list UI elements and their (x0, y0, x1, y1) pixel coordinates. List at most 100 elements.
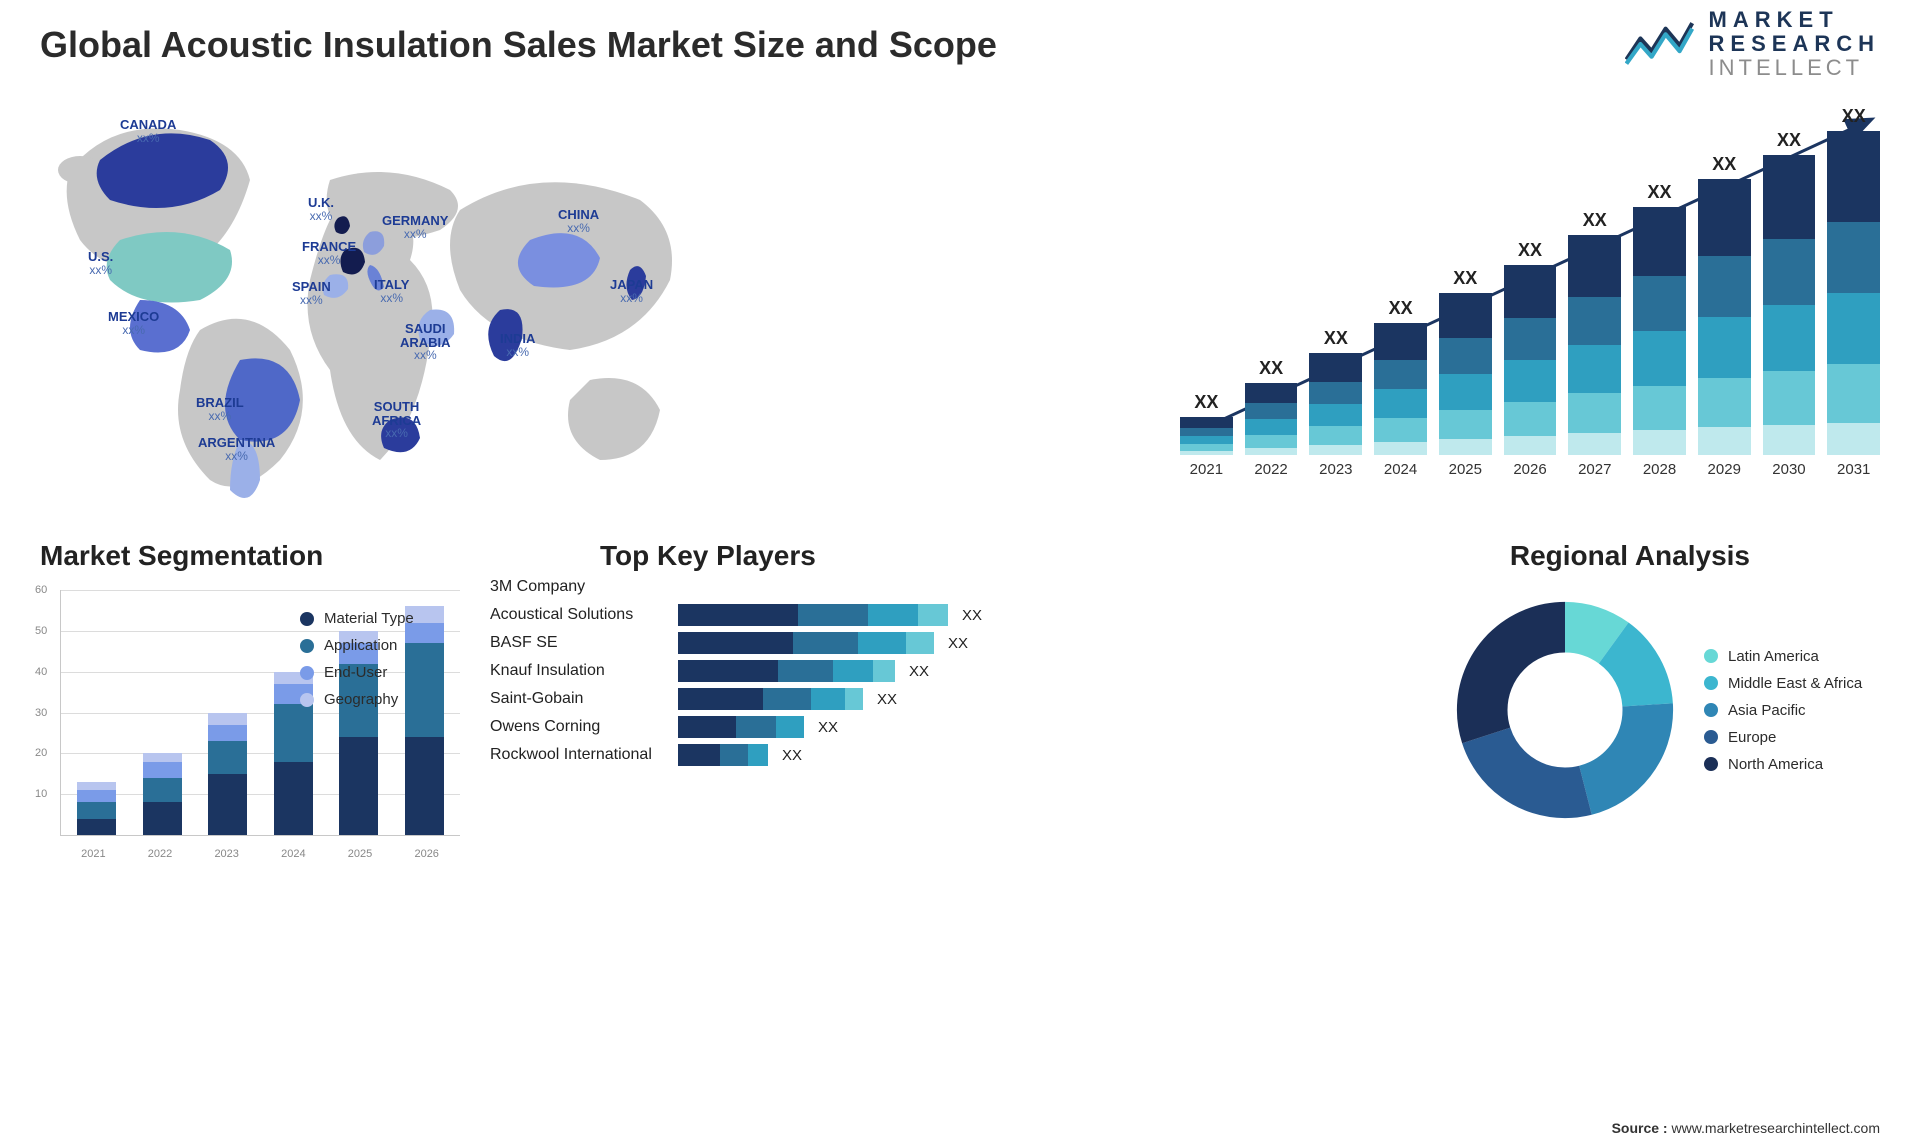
seg-xtick: 2021 (60, 848, 127, 860)
seg-bar-2021 (69, 782, 125, 835)
growth-year-label: 2022 (1254, 461, 1287, 478)
growth-year-label: 2024 (1384, 461, 1417, 478)
map-label-france: FRANCExx% (302, 240, 356, 266)
growth-toplabel: XX (1518, 240, 1542, 261)
kp-value: XX (909, 663, 929, 680)
regional-legend-item: Asia Pacific (1704, 702, 1862, 719)
segmentation-title: Market Segmentation (40, 540, 323, 572)
growth-toplabel: XX (1842, 106, 1866, 127)
map-label-spain: SPAINxx% (292, 280, 331, 306)
regional-legend-item: Middle East & Africa (1704, 675, 1862, 692)
growth-year-label: 2028 (1643, 461, 1676, 478)
kp-value: XX (877, 691, 897, 708)
seg-legend-item: Material Type (300, 610, 414, 627)
seg-bar-2023 (200, 713, 256, 835)
kp-row: Acoustical Solutions XX (490, 604, 1010, 626)
kp-name: 3M Company (490, 578, 670, 596)
growth-year-label: 2030 (1772, 461, 1805, 478)
growth-year-label: 2025 (1449, 461, 1482, 478)
regional-legend-item: Latin America (1704, 648, 1862, 665)
seg-xtick: 2025 (327, 848, 394, 860)
map-label-brazil: BRAZILxx% (196, 396, 244, 422)
growth-chart: XX2021XX2022XX2023XX2024XX2025XX2026XX20… (1180, 100, 1880, 500)
map-label-japan: JAPANxx% (610, 278, 653, 304)
growth-bar-2026: XX2026 (1504, 240, 1557, 478)
map-label-mexico: MEXICOxx% (108, 310, 159, 336)
growth-bar-2024: XX 2024 (1374, 298, 1427, 478)
growth-year-label: 2031 (1837, 461, 1870, 478)
logo-mark-icon (1625, 16, 1695, 73)
kp-bar (678, 716, 804, 738)
kp-name: Saint-Gobain (490, 690, 670, 708)
kp-name: BASF SE (490, 634, 670, 652)
growth-toplabel: XX (1324, 328, 1348, 349)
regional-legend: Latin America Middle East & Africa Asia Pa… (1704, 638, 1862, 783)
map-label-saudi-arabia: SAUDIARABIAxx% (400, 322, 451, 362)
kp-row: BASF SE XX (490, 632, 1010, 654)
key-players-title: Top Key Players (600, 540, 816, 572)
growth-toplabel: XX (1583, 210, 1607, 231)
donut-icon (1450, 595, 1680, 825)
map-label-canada: CANADAxx% (120, 118, 176, 144)
growth-bar-2027: XX 2027 (1568, 210, 1621, 478)
map-label-germany: GERMANYxx% (382, 214, 448, 240)
source-line: Source : www.marketresearchintellect.com (1612, 1120, 1880, 1136)
regional-legend-item: North America (1704, 756, 1862, 773)
growth-toplabel: XX (1453, 268, 1477, 289)
growth-year-label: 2023 (1319, 461, 1352, 478)
source-url: www.marketresearchintellect.com (1671, 1120, 1880, 1136)
kp-row: Owens Corning XX (490, 716, 1010, 738)
seg-bar-2022 (135, 753, 191, 835)
seg-xtick: 2022 (127, 848, 194, 860)
source-label: Source : (1612, 1120, 1668, 1136)
logo-text-2: RESEARCH (1709, 32, 1880, 56)
kp-value: XX (948, 635, 968, 652)
kp-value: XX (782, 747, 802, 764)
growth-bar-2025: XX 2025 (1439, 268, 1492, 478)
kp-bar (678, 632, 934, 654)
kp-name: Owens Corning (490, 718, 670, 736)
segmentation-legend: Material Type Application End-User Geograph… (300, 600, 414, 718)
seg-legend-item: Application (300, 637, 414, 654)
growth-bar-2021: XX 2021 (1180, 392, 1233, 478)
seg-legend-item: End-User (300, 664, 414, 681)
map-label-italy: ITALYxx% (374, 278, 409, 304)
growth-bar-2023: XX 2023 (1309, 328, 1362, 478)
page-title: Global Acoustic Insulation Sales Market … (40, 24, 997, 66)
growth-bar-2022: XX 2022 (1245, 358, 1298, 478)
growth-year-label: 2027 (1578, 461, 1611, 478)
kp-name: Acoustical Solutions (490, 606, 670, 624)
kp-row: Knauf Insulation XX (490, 660, 1010, 682)
kp-row: 3M Company (490, 576, 1010, 598)
growth-year-label: 2021 (1190, 461, 1223, 478)
growth-bar-2030: XX 2030 (1763, 130, 1816, 478)
world-map: CANADAxx%U.S.xx%MEXICOxx%BRAZILxx%ARGENT… (30, 100, 730, 520)
growth-toplabel: XX (1389, 298, 1413, 319)
growth-toplabel: XX (1648, 182, 1672, 203)
brand-logo: MARKET RESEARCH INTELLECT (1625, 8, 1880, 81)
kp-row: Saint-Gobain XX (490, 688, 1010, 710)
growth-bar-2031: XX 2031 (1827, 106, 1880, 478)
kp-name: Knauf Insulation (490, 662, 670, 680)
seg-legend-item: Geography (300, 691, 414, 708)
regional-chart: Latin America Middle East & Africa Asia Pa… (1450, 560, 1880, 860)
logo-text-1: MARKET (1709, 8, 1880, 32)
seg-xtick: 2026 (393, 848, 460, 860)
regional-legend-item: Europe (1704, 729, 1862, 746)
growth-toplabel: XX (1777, 130, 1801, 151)
kp-row: Rockwool International XX (490, 744, 1010, 766)
growth-bar-2028: XX 2028 (1633, 182, 1686, 478)
kp-value: XX (818, 719, 838, 736)
growth-bar-2029: XX2029 (1698, 154, 1751, 478)
growth-toplabel: XX (1194, 392, 1218, 413)
kp-bar (678, 688, 863, 710)
seg-xtick: 2024 (260, 848, 327, 860)
kp-name: Rockwool International (490, 746, 670, 764)
map-label-south-africa: SOUTHAFRICAxx% (372, 400, 421, 440)
kp-bar (678, 660, 895, 682)
seg-xtick: 2023 (193, 848, 260, 860)
map-label-u-k-: U.K.xx% (308, 196, 334, 222)
growth-year-label: 2029 (1708, 461, 1741, 478)
growth-toplabel: XX (1259, 358, 1283, 379)
kp-value: XX (962, 607, 982, 624)
